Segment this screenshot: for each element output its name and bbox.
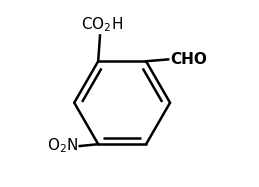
- Text: $\mathsf{O_2N}$: $\mathsf{O_2N}$: [47, 137, 78, 155]
- Text: $\mathsf{CO_2H}$: $\mathsf{CO_2H}$: [81, 15, 123, 34]
- Text: CHO: CHO: [170, 52, 207, 67]
